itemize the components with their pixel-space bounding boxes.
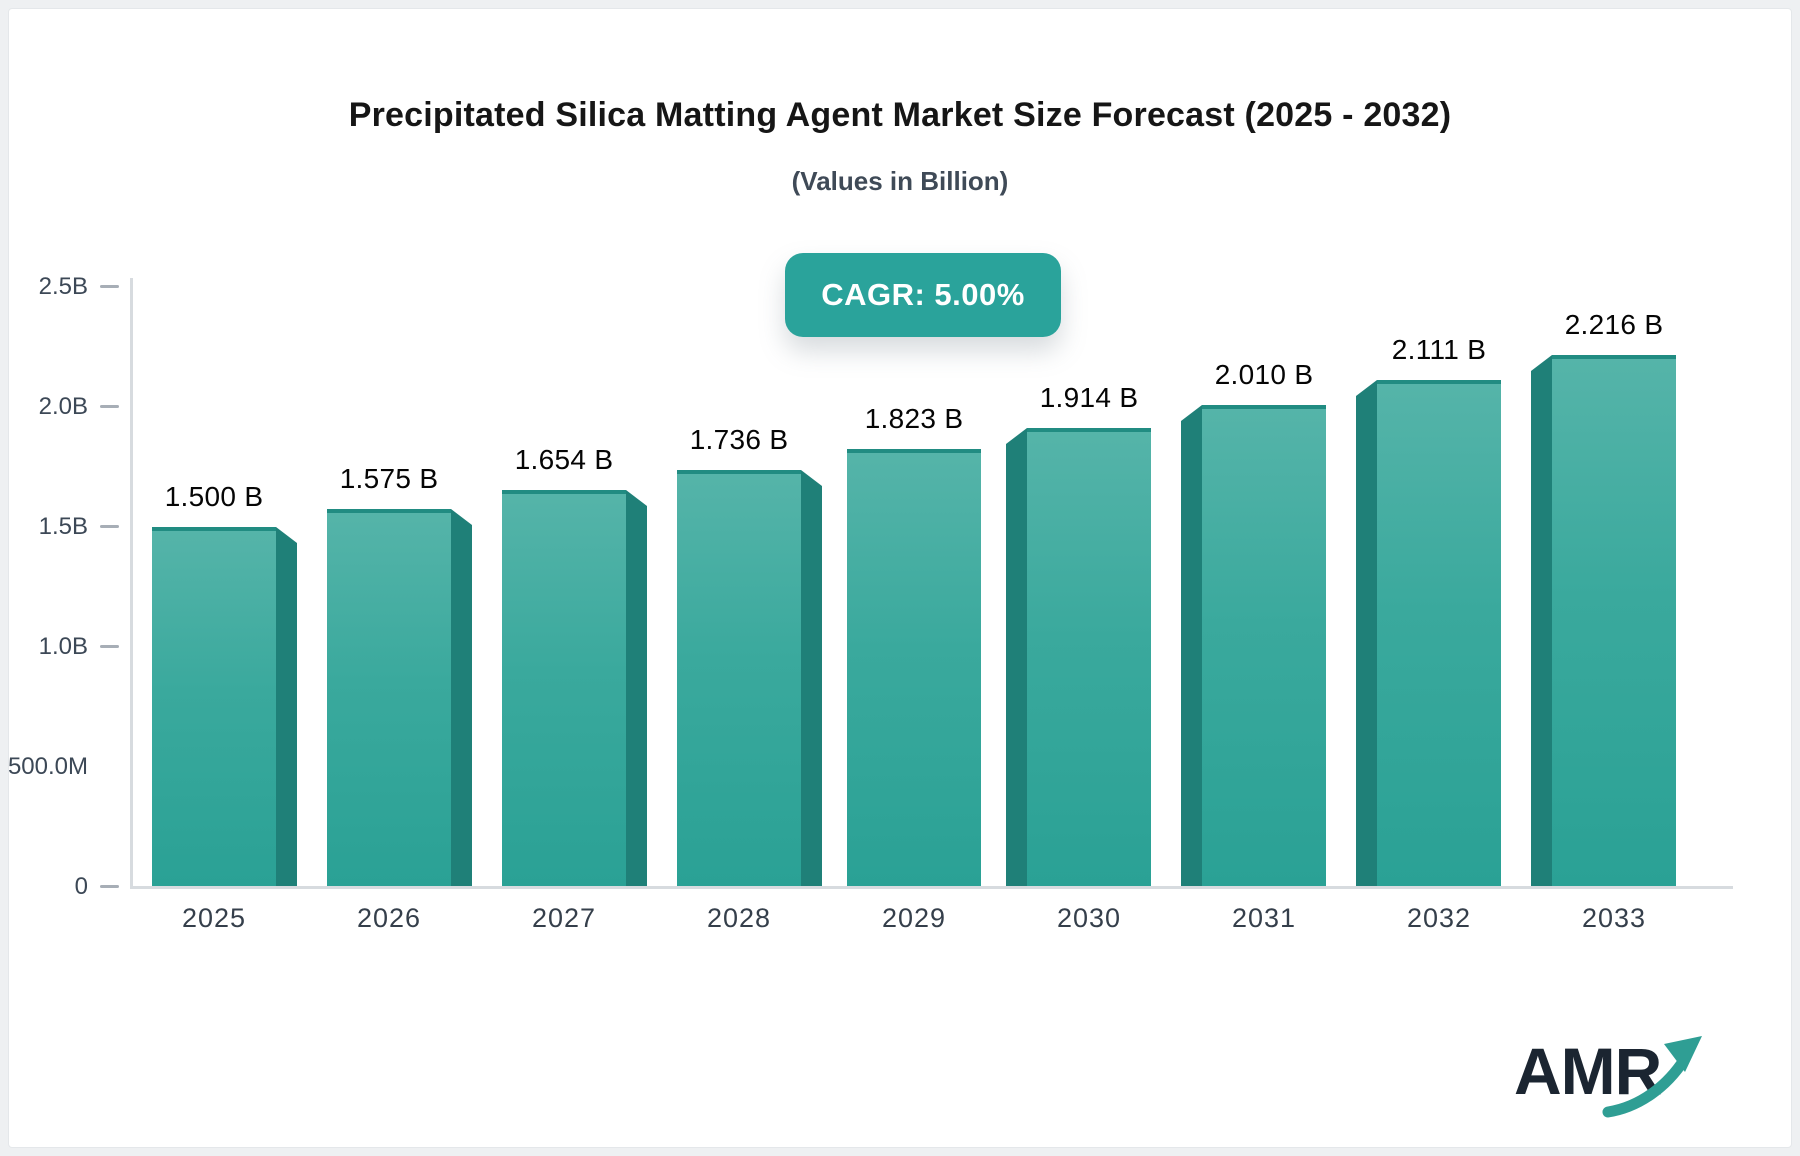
bar-side-face	[1531, 355, 1552, 887]
y-tick-mark	[100, 525, 119, 528]
y-tick-label: 1.0B	[38, 633, 88, 660]
bar-2026[interactable]	[327, 509, 451, 887]
cagr-badge: CAGR: 5.00%	[785, 253, 1061, 337]
x-tick-label: 2026	[356, 903, 422, 933]
bar-2030[interactable]	[1027, 428, 1151, 887]
bar-side-face	[626, 490, 647, 887]
bar-2031[interactable]	[1202, 405, 1326, 887]
x-tick-label: 2028	[706, 903, 772, 933]
y-tick-label: 1.5B	[38, 513, 88, 540]
y-tick-mark	[100, 405, 119, 408]
logo-arrow-icon	[1602, 1036, 1702, 1118]
bar-2025[interactable]	[152, 527, 276, 887]
bar-side-face	[1181, 405, 1202, 887]
y-tick-label: 2.0B	[38, 393, 88, 420]
bar-2029[interactable]	[847, 449, 981, 887]
y-tick-label: 0	[74, 873, 88, 900]
bar-side-face	[1006, 428, 1027, 887]
bar-2033[interactable]	[1552, 355, 1676, 887]
bar-side-face	[451, 509, 472, 887]
bar-value-label: 1.914 B	[1039, 382, 1139, 413]
bar-side-face	[1356, 380, 1377, 887]
x-tick-label: 2030	[1056, 903, 1122, 933]
y-tick-label: 2.5B	[38, 273, 88, 300]
bar-value-label: 1.500 B	[164, 481, 264, 512]
bar-2027[interactable]	[502, 490, 626, 887]
x-tick-label: 2027	[531, 903, 597, 933]
x-tick-label: 2031	[1231, 903, 1297, 933]
bar-value-label: 1.823 B	[864, 403, 964, 434]
y-tick-mark	[100, 645, 119, 648]
bar-value-label: 1.575 B	[339, 463, 439, 494]
y-tick-mark	[100, 285, 119, 288]
x-tick-label: 2029	[881, 903, 947, 933]
bar-side-face	[276, 527, 297, 887]
y-axis-line	[130, 278, 133, 889]
bar-2028[interactable]	[677, 470, 801, 887]
bar-value-label: 2.111 B	[1391, 334, 1487, 365]
y-tick-mark	[100, 885, 119, 888]
amr-logo[interactable]: AMR	[1512, 1022, 1717, 1122]
logo-text: AMR	[1514, 1034, 1662, 1108]
bar-value-label: 2.216 B	[1564, 309, 1664, 340]
chart-subtitle: (Values in Billion)	[791, 166, 1009, 196]
bar-2032[interactable]	[1377, 380, 1501, 887]
x-tick-label: 2032	[1406, 903, 1472, 933]
x-tick-label: 2025	[181, 903, 247, 933]
x-tick-label: 2033	[1581, 903, 1647, 933]
chart-title: Precipitated Silica Matting Agent Market…	[348, 96, 1452, 134]
x-axis-line	[130, 886, 1733, 889]
bar-value-label: 1.736 B	[689, 424, 789, 455]
y-tick-label: 500.0M	[7, 753, 88, 780]
cagr-badge-label: CAGR: 5.00%	[821, 277, 1025, 312]
bar-side-face	[801, 470, 822, 887]
bar-value-label: 2.010 B	[1214, 359, 1314, 390]
bar-value-label: 1.654 B	[514, 444, 614, 475]
